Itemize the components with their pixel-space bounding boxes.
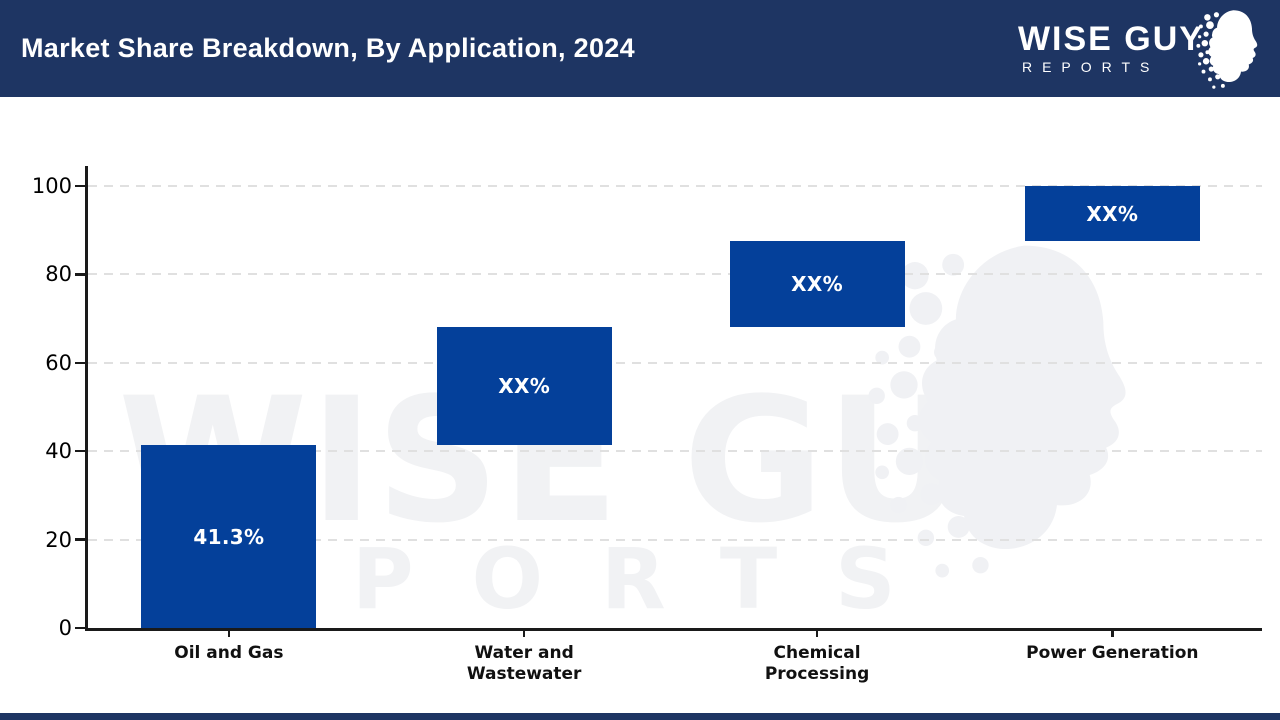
y-tick-mark-40	[75, 449, 85, 453]
y-tick-label-100: 100	[31, 173, 72, 198]
y-tick-mark-100	[75, 184, 85, 188]
x-axis-line	[85, 628, 1262, 631]
footer-accent-bar	[0, 713, 1280, 720]
y-tick-label-0: 0	[58, 616, 72, 640]
gridline-y20	[88, 538, 1262, 541]
brand-subname: REPORTS	[1021, 59, 1160, 75]
gridline-y60	[88, 361, 1262, 364]
bar-water-and-wastewater: XX%	[436, 327, 612, 446]
x-category-label-2: Water and Wastewater	[466, 643, 582, 685]
page-title: Market Share Breakdown, By Application, …	[21, 33, 635, 63]
y-tick-mark-20	[75, 538, 85, 541]
y-tick-mark-60	[75, 361, 85, 364]
gridline-y80	[88, 273, 1262, 276]
x-category-label-3: Chemical Processing	[764, 643, 870, 685]
bar-chemical-processing: XX%	[729, 241, 905, 328]
bar-power-generation: XX%	[1024, 185, 1200, 242]
bar-value-label: XX%	[1086, 201, 1139, 226]
y-axis-line	[85, 166, 88, 628]
x-category-label-1: Oil and Gas	[174, 643, 284, 663]
bar-oil-and-gas: 41.3%	[141, 445, 317, 628]
brand-name: WISE GUY	[1017, 20, 1204, 58]
y-tick-label-80: 80	[45, 262, 72, 287]
gridline-y40	[88, 450, 1262, 453]
x-category-label-4: Power Generation	[1026, 643, 1199, 663]
y-tick-label-40: 40	[45, 439, 72, 464]
watermark-text-reports: PORTS	[352, 530, 954, 628]
plot-area: 0 20 40 60 80 100 41.3% Oil and Gas XX% Water and…	[32, 166, 1262, 684]
y-tick-label-20: 20	[45, 527, 72, 552]
y-tick-label-60: 60	[45, 350, 72, 375]
brand-logo-text: WISE GUY REPORTS	[1018, 22, 1204, 75]
gridline-y100	[88, 184, 1262, 187]
x-tick-mark-2	[522, 629, 526, 637]
header-bar: Market Share Breakdown, By Application, …	[0, 0, 1280, 97]
bar-value-label: XX%	[498, 374, 551, 399]
y-tick-mark-0	[75, 626, 85, 630]
y-tick-mark-80	[75, 273, 85, 276]
bar-value-label: XX%	[791, 272, 843, 297]
x-tick-mark-4	[1111, 629, 1114, 637]
brand-logo: WISE GUY REPORTS	[1018, 7, 1266, 91]
bar-value-label: 41.3%	[193, 524, 265, 549]
brand-head-icon	[1194, 7, 1266, 91]
x-tick-mark-3	[815, 629, 819, 637]
x-tick-mark-1	[227, 629, 231, 637]
chart-canvas: WISE GUY PORTS 0 20 40 60 80 100 41.3% Oil and …	[0, 97, 1280, 713]
